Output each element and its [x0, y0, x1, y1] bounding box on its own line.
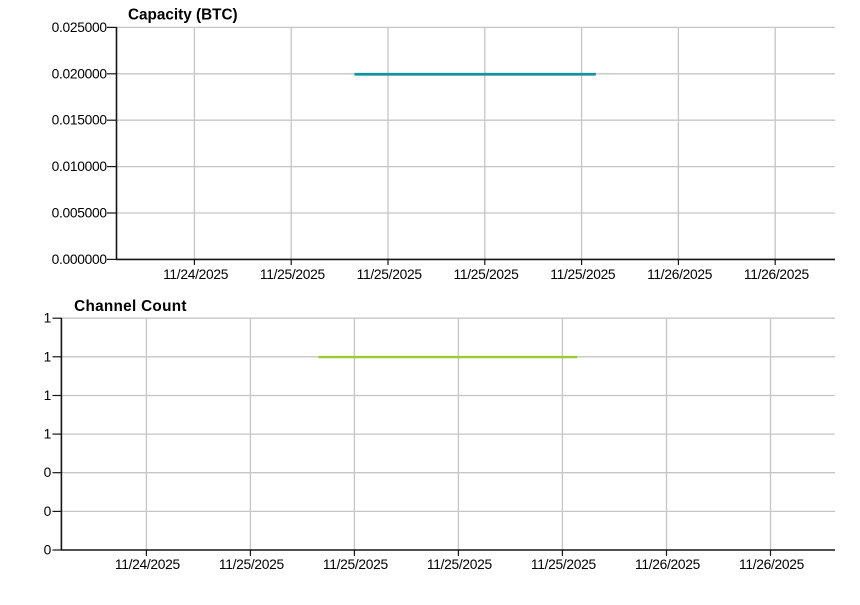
svg-text:11/25/2025: 11/25/2025: [260, 267, 326, 282]
svg-text:11/24/2025: 11/24/2025: [115, 557, 181, 572]
svg-text:1: 1: [44, 427, 51, 442]
svg-text:Channel Count: Channel Count: [74, 298, 187, 315]
svg-text:11/25/2025: 11/25/2025: [531, 557, 597, 572]
svg-text:1: 1: [44, 311, 51, 326]
svg-text:Capacity (BTC): Capacity (BTC): [128, 6, 238, 23]
svg-text:11/25/2025: 11/25/2025: [427, 557, 493, 572]
svg-text:0.010000: 0.010000: [52, 159, 108, 174]
svg-text:0.025000: 0.025000: [52, 20, 108, 35]
svg-text:0: 0: [44, 543, 52, 558]
svg-text:0: 0: [44, 504, 52, 519]
svg-text:0.005000: 0.005000: [52, 206, 108, 221]
svg-text:11/25/2025: 11/25/2025: [550, 267, 616, 282]
svg-text:11/24/2025: 11/24/2025: [163, 267, 229, 282]
svg-text:11/26/2025: 11/26/2025: [739, 557, 805, 572]
svg-text:11/26/2025: 11/26/2025: [647, 267, 713, 282]
svg-text:11/25/2025: 11/25/2025: [219, 557, 285, 572]
svg-text:0.020000: 0.020000: [52, 66, 108, 81]
svg-text:1: 1: [44, 349, 51, 364]
svg-text:11/25/2025: 11/25/2025: [357, 267, 423, 282]
svg-text:11/25/2025: 11/25/2025: [323, 557, 389, 572]
svg-text:11/25/2025: 11/25/2025: [453, 267, 519, 282]
svg-text:0.000000: 0.000000: [52, 252, 108, 267]
svg-text:0: 0: [44, 465, 52, 480]
svg-text:0.015000: 0.015000: [52, 113, 108, 128]
svg-text:1: 1: [44, 388, 51, 403]
svg-text:11/26/2025: 11/26/2025: [635, 557, 701, 572]
svg-text:11/26/2025: 11/26/2025: [744, 267, 810, 282]
